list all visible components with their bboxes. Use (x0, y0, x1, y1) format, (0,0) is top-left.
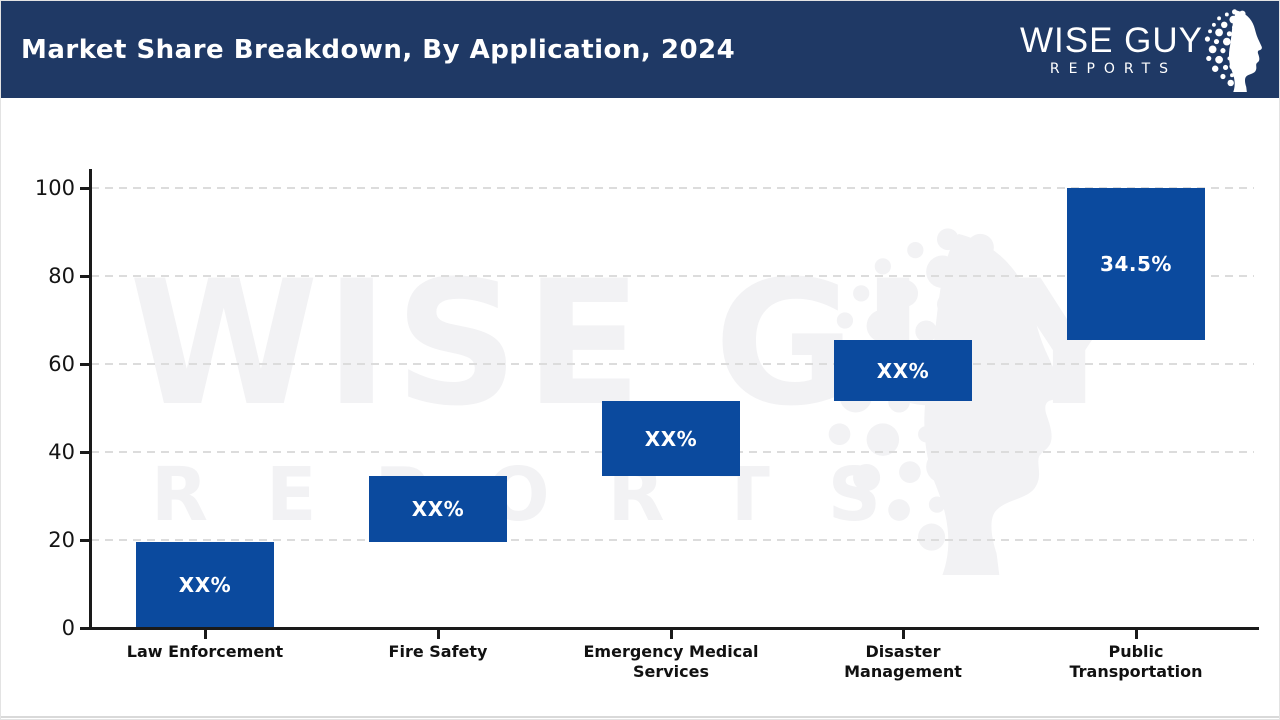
watermark-subtitle: REPORTS (151, 452, 940, 538)
bar-1: XX% (369, 476, 507, 543)
y-tick-mark (80, 275, 89, 278)
x-category-label: Disaster Management (844, 642, 962, 681)
y-tick-mark (80, 539, 89, 542)
y-tick-mark (80, 363, 89, 366)
x-category-label: Emergency Medical Services (583, 642, 759, 681)
x-category-label: Fire Safety (388, 642, 488, 661)
y-tick-label: 60 (48, 352, 75, 376)
gridline-20 (91, 539, 1254, 541)
bar-value-label: XX% (178, 573, 232, 598)
logo-subtitle: REPORTS (1049, 60, 1178, 77)
x-tick-mark (1135, 630, 1138, 639)
bar-4: 34.5% (1067, 188, 1205, 340)
y-tick-label: 80 (48, 264, 75, 288)
bar-2: XX% (602, 401, 740, 477)
y-tick-label: 20 (48, 528, 75, 552)
y-tick-label: 100 (34, 176, 75, 200)
x-axis-line (87, 627, 1259, 630)
y-axis-line (89, 169, 92, 629)
gridline-100 (91, 187, 1254, 189)
bar-value-label: XX% (876, 358, 930, 383)
y-tick-mark (80, 187, 89, 190)
bar-0: XX% (136, 542, 274, 628)
bottom-divider (1, 716, 1279, 718)
y-tick-label: 0 (61, 616, 75, 640)
bar-value-label: XX% (644, 426, 698, 451)
y-tick-mark (80, 627, 89, 630)
header-bar: Market Share Breakdown, By Application, … (1, 1, 1279, 98)
x-tick-mark (902, 630, 905, 639)
logo-wordmark: WISE GUY (1019, 20, 1203, 60)
bar-value-label: XX% (411, 497, 465, 522)
page-title: Market Share Breakdown, By Application, … (21, 34, 736, 65)
gridline-60 (91, 363, 1254, 365)
x-category-label: Law Enforcement (126, 642, 284, 661)
logo-text: WISE GUY REPORTS (1019, 20, 1203, 77)
gridline-80 (91, 275, 1254, 277)
y-tick-label: 40 (48, 440, 75, 464)
x-tick-mark (437, 630, 440, 639)
x-tick-mark (670, 630, 673, 639)
bar-value-label: 34.5% (1100, 251, 1172, 276)
wiseguy-logo: WISE GUY REPORTS (1020, 8, 1275, 92)
y-tick-mark (80, 451, 89, 454)
x-category-label: Public Transportation (1069, 642, 1203, 681)
bar-3: XX% (834, 339, 972, 402)
x-tick-mark (204, 630, 207, 639)
